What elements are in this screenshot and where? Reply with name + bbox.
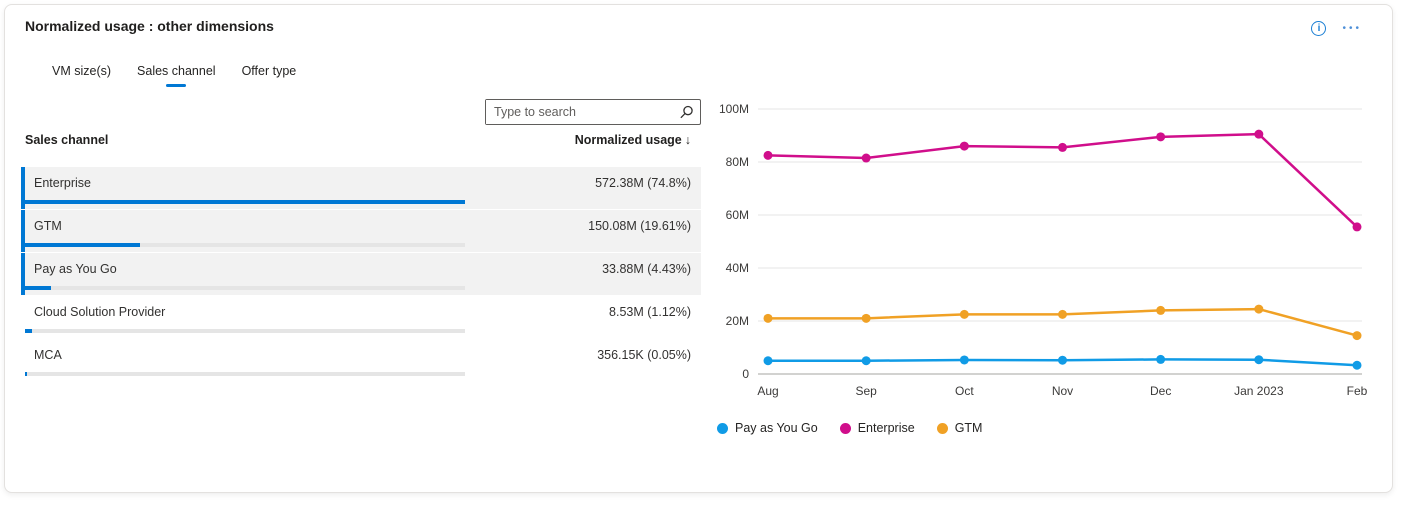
tab-offer-type[interactable]: Offer type	[229, 64, 310, 87]
row-value: 150.08M (19.61%)	[588, 219, 691, 233]
y-axis-label: 20M	[726, 314, 749, 328]
x-axis-label: Jan 2023	[1234, 384, 1284, 398]
column-header-normalized-usage[interactable]: Normalized usage ↓	[574, 133, 691, 147]
data-point[interactable]	[861, 313, 871, 323]
search-box	[485, 99, 701, 125]
usage-bar-fill	[25, 372, 28, 376]
y-axis-label: 0	[742, 367, 749, 381]
data-point[interactable]	[959, 309, 969, 319]
x-axis-label: Feb	[1347, 384, 1368, 398]
data-point[interactable]	[1254, 355, 1264, 365]
data-point[interactable]	[1156, 354, 1166, 364]
chart-legend: Pay as You Go Enterprise GTM	[717, 421, 982, 435]
usage-bar-track	[25, 372, 465, 376]
legend-label: Enterprise	[857, 421, 915, 435]
table-row[interactable]: Enterprise 572.38M (74.8%)	[21, 167, 701, 209]
row-value: 8.53M (1.12%)	[609, 305, 691, 319]
data-point[interactable]	[1352, 360, 1362, 370]
sales-channel-table: Enterprise 572.38M (74.8%) GTM 150.08M (19.…	[21, 167, 701, 382]
y-axis-label: 100M	[719, 102, 749, 116]
table-row[interactable]: MCA 356.15K (0.05%)	[21, 339, 701, 381]
column-header-sales-channel[interactable]: Sales channel	[25, 133, 109, 147]
usage-bar-track	[25, 243, 465, 247]
data-point[interactable]	[763, 313, 773, 323]
row-label: MCA	[34, 348, 62, 362]
usage-bar-fill	[25, 200, 465, 204]
table-row[interactable]: Cloud Solution Provider 8.53M (1.12%)	[21, 296, 701, 338]
data-point[interactable]	[1156, 305, 1166, 315]
data-point[interactable]	[1156, 132, 1166, 142]
legend-label: GTM	[954, 421, 983, 435]
row-value: 356.15K (0.05%)	[597, 348, 691, 362]
usage-line-chart: 0 20M 40M 60M 80M 100M Aug Sep Oct Nov Dec Jan 2023…	[719, 102, 1368, 398]
data-point[interactable]	[861, 153, 871, 163]
info-icon[interactable]: i	[1311, 21, 1327, 36]
tab-label: VM size(s)	[52, 64, 112, 78]
search-icon[interactable]	[676, 105, 696, 120]
sort-descending-icon: ↓	[684, 133, 691, 147]
legend-label: Pay as You Go	[735, 421, 818, 435]
x-axis-label: Aug	[757, 384, 778, 398]
usage-bar-track	[25, 286, 465, 290]
x-axis-label: Oct	[955, 384, 974, 398]
tab-label: Sales channel	[137, 64, 216, 78]
active-tab-underline	[259, 84, 279, 87]
data-point[interactable]	[1352, 222, 1362, 232]
row-label: Cloud Solution Provider	[34, 305, 166, 319]
usage-bar-fill	[25, 286, 51, 290]
row-value: 572.38M (74.8%)	[595, 176, 691, 190]
x-axis-label: Sep	[855, 384, 877, 398]
x-axis-label: Dec	[1150, 384, 1171, 398]
search-input[interactable]	[486, 100, 676, 124]
row-value: 33.88M (4.43%)	[602, 262, 691, 276]
usage-bar-fill	[25, 329, 32, 333]
y-axis-label: 80M	[726, 155, 749, 169]
legend-item-pay-as-you-go[interactable]: Pay as You Go	[717, 421, 818, 435]
y-axis-label: 60M	[726, 208, 749, 222]
ellipsis-menu-icon[interactable]: •••	[1342, 23, 1362, 34]
legend-swatch-icon	[936, 422, 948, 434]
y-axis-label: 40M	[726, 261, 749, 275]
legend-item-enterprise[interactable]: Enterprise	[839, 421, 915, 435]
data-point[interactable]	[861, 356, 871, 366]
x-axis-label: Nov	[1052, 384, 1073, 398]
data-point[interactable]	[1058, 355, 1067, 365]
legend-swatch-icon	[717, 422, 728, 434]
row-label: Enterprise	[34, 176, 91, 190]
row-label: GTM	[34, 219, 62, 233]
tab-label: Offer type	[241, 64, 297, 78]
legend-swatch-icon	[839, 422, 851, 434]
data-point[interactable]	[1058, 309, 1067, 319]
table-header: Sales channel Normalized usage ↓	[25, 133, 691, 147]
table-row[interactable]: Pay as You Go 33.88M (4.43%)	[21, 253, 701, 295]
row-label: Pay as You Go	[34, 262, 117, 276]
active-tab-underline	[166, 84, 187, 87]
data-point[interactable]	[763, 150, 773, 160]
legend-item-gtm[interactable]: GTM	[936, 421, 983, 435]
usage-bar-track	[25, 200, 465, 204]
data-point[interactable]	[763, 356, 773, 366]
dimension-tabs: VM size(s) Sales channel Offer type	[39, 64, 309, 87]
data-point[interactable]	[1058, 142, 1067, 152]
tab-vm-size-s-[interactable]: VM size(s)	[39, 64, 124, 87]
active-tab-underline	[72, 84, 92, 87]
data-point[interactable]	[959, 141, 969, 151]
widget-header-icons: i •••	[1311, 21, 1362, 36]
usage-bar-track	[25, 329, 465, 333]
data-point[interactable]	[1254, 304, 1264, 314]
data-point[interactable]	[1254, 129, 1264, 139]
table-row[interactable]: GTM 150.08M (19.61%)	[21, 210, 701, 252]
data-point[interactable]	[1352, 331, 1362, 341]
tab-sales-channel[interactable]: Sales channel	[124, 64, 229, 87]
usage-bar-fill	[25, 243, 141, 247]
data-point[interactable]	[959, 355, 969, 365]
page-title: Normalized usage : other dimensions	[25, 18, 274, 34]
normalized-usage-widget: Normalized usage : other dimensions i ••…	[4, 4, 1393, 493]
